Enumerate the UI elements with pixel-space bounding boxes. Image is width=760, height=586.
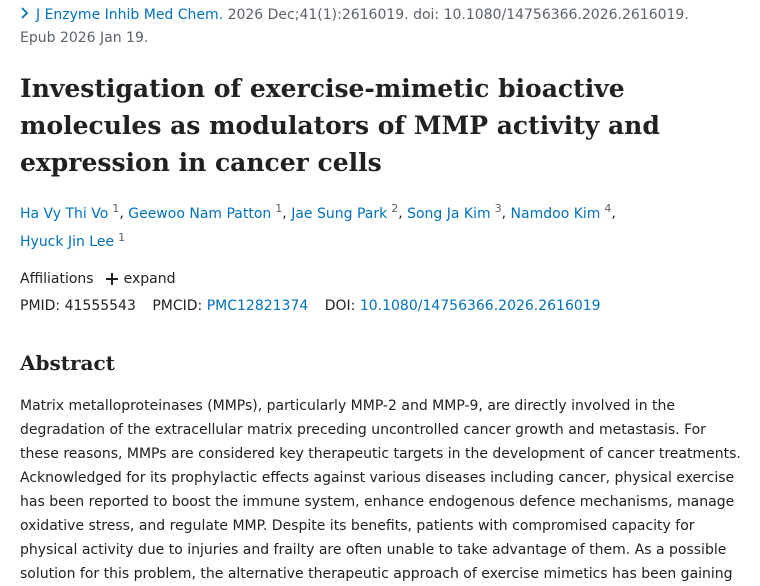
pmid-label: PMID: — [20, 298, 61, 315]
abstract-heading: Abstract — [20, 351, 115, 376]
expand-affiliations-button[interactable]: expand — [105, 268, 176, 290]
pmcid-label: PMCID: — [152, 298, 203, 315]
abstract-text: Matrix metalloproteinases (MMPs), partic… — [20, 397, 741, 582]
epub-date: Epub 2026 Jan 19. — [20, 30, 149, 46]
author-link[interactable]: Jae Sung Park 2 — [291, 202, 399, 222]
author-link[interactable]: Namdoo Kim 4 — [510, 202, 612, 222]
author-link[interactable]: Ha Vy Thi Vo 1 — [20, 202, 120, 222]
affiliation-number: 4 — [604, 202, 612, 215]
author-list: Ha Vy Thi Vo 1, Geewoo Nam Patton 1, Jae S… — [20, 202, 616, 251]
author-link[interactable]: Hyuck Jin Lee 1 — [20, 230, 126, 251]
expand-label: expand — [123, 271, 176, 288]
affiliations-row: Affiliations expand — [20, 268, 750, 290]
article-identifiers: PMID: 41555543 PMCID: PMC12821374 DOI: 1… — [20, 295, 750, 317]
affiliation-number: 2 — [391, 202, 399, 215]
author-link[interactable]: Geewoo Nam Patton 1 — [128, 202, 283, 222]
author-link[interactable]: Song Ja Kim 3 — [407, 202, 502, 222]
pmid-value: 41555543 — [64, 298, 136, 315]
citation-details: 2026 Dec;41(1):2616019. doi: 10.1080/147… — [223, 7, 689, 23]
doi-label: DOI: — [324, 298, 356, 315]
affiliation-number: 1 — [112, 202, 120, 215]
journal-link[interactable]: J Enzyme Inhib Med Chem. — [36, 7, 224, 23]
affiliation-number: 1 — [118, 230, 126, 244]
pmcid-link[interactable]: PMC12821374 — [206, 298, 309, 315]
citation-line: J Enzyme Inhib Med Chem. 2026 Dec;41(1):… — [20, 4, 750, 27]
affiliation-number: 3 — [494, 202, 502, 215]
affiliations-label: Affiliations — [20, 271, 94, 288]
article-title: Investigation of exercise-mimetic bioact… — [20, 74, 660, 177]
citation-block: J Enzyme Inhib Med Chem. 2026 Dec;41(1):… — [20, 4, 750, 50]
plus-icon — [105, 273, 118, 286]
article-page: J Enzyme Inhib Med Chem. 2026 Dec;41(1):… — [20, 0, 750, 586]
doi-link[interactable]: 10.1080/14756366.2026.2616019 — [359, 298, 601, 315]
chevron-right-icon[interactable] — [20, 4, 32, 27]
affiliation-number: 1 — [275, 202, 283, 215]
